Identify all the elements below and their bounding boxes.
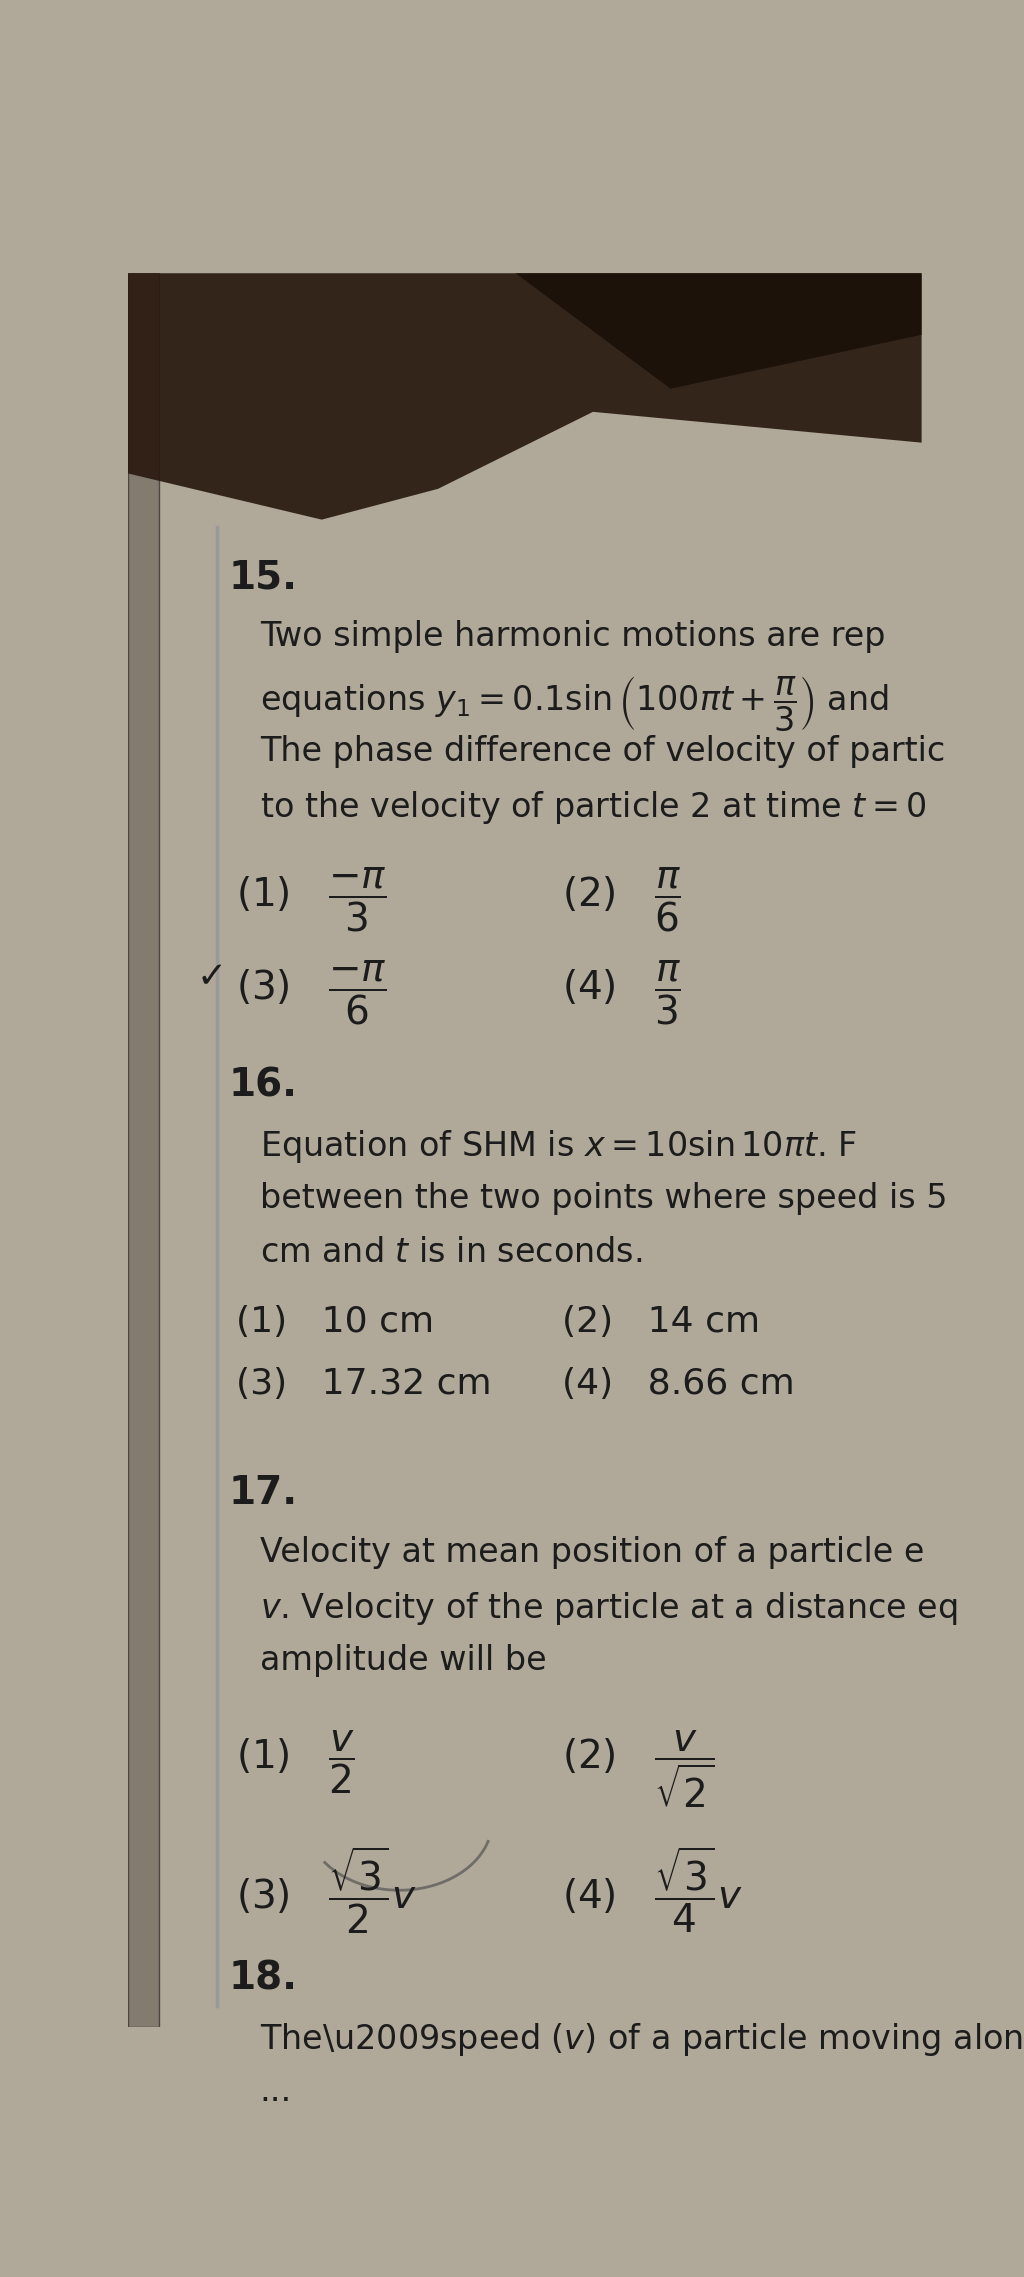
- Text: 18.: 18.: [228, 1960, 298, 1997]
- Text: (1)   $\dfrac{-\pi}{3}$: (1) $\dfrac{-\pi}{3}$: [237, 865, 387, 934]
- Text: 16.: 16.: [228, 1066, 298, 1104]
- Text: (2)   $\dfrac{v}{\sqrt{2}}$: (2) $\dfrac{v}{\sqrt{2}}$: [562, 1728, 715, 1810]
- Text: (4)   $\dfrac{\pi}{3}$: (4) $\dfrac{\pi}{3}$: [562, 959, 681, 1027]
- Text: (2)   $\dfrac{\pi}{6}$: (2) $\dfrac{\pi}{6}$: [562, 865, 681, 934]
- Text: (2)   14 cm: (2) 14 cm: [562, 1305, 760, 1339]
- Text: 15.: 15.: [228, 558, 298, 597]
- Text: Equation of SHM is $x = 10\sin 10\pi t$. F: Equation of SHM is $x = 10\sin 10\pi t$.…: [260, 1127, 856, 1166]
- Text: Two simple harmonic motions are rep: Two simple harmonic motions are rep: [260, 619, 886, 653]
- Text: (3)   $\dfrac{\sqrt{3}}{2}v$: (3) $\dfrac{\sqrt{3}}{2}v$: [237, 1844, 418, 1935]
- Text: (1)   $\dfrac{v}{2}$: (1) $\dfrac{v}{2}$: [237, 1728, 355, 1797]
- Text: Velocity at mean position of a particle e: Velocity at mean position of a particle …: [260, 1537, 924, 1569]
- Text: (3)   $\dfrac{-\pi}{6}$: (3) $\dfrac{-\pi}{6}$: [237, 959, 387, 1027]
- FancyBboxPatch shape: [128, 273, 159, 2027]
- Text: (4)   8.66 cm: (4) 8.66 cm: [562, 1366, 795, 1400]
- Polygon shape: [128, 273, 922, 389]
- Text: (4)   $\dfrac{\sqrt{3}}{4}v$: (4) $\dfrac{\sqrt{3}}{4}v$: [562, 1844, 743, 1935]
- Text: $v$. Velocity of the particle at a distance eq: $v$. Velocity of the particle at a dista…: [260, 1589, 957, 1628]
- Text: 17.: 17.: [228, 1475, 298, 1512]
- Text: cm and $t$ is in seconds.: cm and $t$ is in seconds.: [260, 1236, 642, 1268]
- Polygon shape: [128, 273, 922, 519]
- Text: (3)   17.32 cm: (3) 17.32 cm: [237, 1366, 493, 1400]
- Text: $\checkmark$: $\checkmark$: [197, 959, 222, 993]
- Text: (1)   10 cm: (1) 10 cm: [237, 1305, 434, 1339]
- Text: The\u2009speed ($v$) of a particle moving alon: The\u2009speed ($v$) of a particle movin…: [260, 2022, 1023, 2058]
- Text: between the two points where speed is 5: between the two points where speed is 5: [260, 1182, 947, 1216]
- Text: to the velocity of particle 2 at time $t = 0$: to the velocity of particle 2 at time $t…: [260, 790, 927, 827]
- Text: equations $y_1 = 0.1 \sin\left(100\pi t + \dfrac{\pi}{3}\right)$ and: equations $y_1 = 0.1 \sin\left(100\pi t …: [260, 674, 889, 733]
- Text: ...: ...: [260, 2074, 292, 2109]
- Text: The phase difference of velocity of partic: The phase difference of velocity of part…: [260, 735, 945, 767]
- Text: amplitude will be: amplitude will be: [260, 1644, 547, 1676]
